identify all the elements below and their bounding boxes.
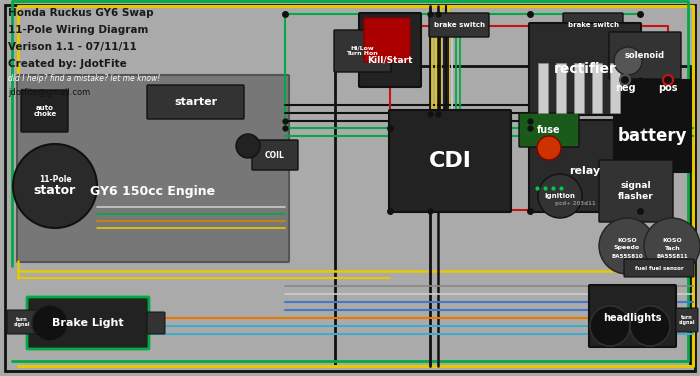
Text: ignition: ignition <box>545 193 575 199</box>
Text: pcd+ 203d11: pcd+ 203d11 <box>554 202 595 206</box>
Bar <box>574 63 584 113</box>
Text: brake switch: brake switch <box>568 22 619 28</box>
Text: CDI: CDI <box>428 151 471 171</box>
Text: Verison 1.1 - 07/11/11: Verison 1.1 - 07/11/11 <box>8 42 136 52</box>
FancyBboxPatch shape <box>389 110 511 212</box>
Bar <box>610 63 620 113</box>
Text: BA55S811: BA55S811 <box>656 253 688 259</box>
FancyBboxPatch shape <box>147 85 244 119</box>
Text: COIL: COIL <box>265 150 285 159</box>
Text: relay: relay <box>569 166 601 176</box>
FancyBboxPatch shape <box>27 297 149 349</box>
Circle shape <box>13 144 97 228</box>
Text: signal
flasher: signal flasher <box>618 181 654 201</box>
FancyBboxPatch shape <box>589 285 676 347</box>
Text: KOSO: KOSO <box>662 238 682 243</box>
FancyBboxPatch shape <box>364 18 410 62</box>
Text: turn
signal: turn signal <box>14 317 30 327</box>
FancyBboxPatch shape <box>519 113 579 147</box>
Circle shape <box>663 75 673 85</box>
Text: Speedo: Speedo <box>614 246 640 250</box>
Text: fuse: fuse <box>537 125 561 135</box>
Text: Brake Light: Brake Light <box>52 318 124 328</box>
Circle shape <box>614 47 642 75</box>
Text: neg: neg <box>615 83 636 93</box>
Text: fuel fuel sensor: fuel fuel sensor <box>635 265 683 270</box>
Text: rectifier: rectifier <box>554 62 617 76</box>
FancyBboxPatch shape <box>529 23 641 115</box>
Bar <box>556 63 566 113</box>
Text: starter: starter <box>174 97 218 107</box>
FancyBboxPatch shape <box>429 13 489 37</box>
Text: turn
signal: turn signal <box>679 315 695 325</box>
Text: BA55S810: BA55S810 <box>611 253 643 259</box>
Text: headlights: headlights <box>603 313 662 323</box>
FancyBboxPatch shape <box>529 120 641 212</box>
FancyBboxPatch shape <box>21 90 68 132</box>
Text: jdotfite@gmail.com: jdotfite@gmail.com <box>8 88 90 97</box>
FancyBboxPatch shape <box>609 32 681 79</box>
Text: solenoid: solenoid <box>625 52 665 61</box>
Text: GY6 150cc Engine: GY6 150cc Engine <box>90 185 216 197</box>
Text: battery: battery <box>617 127 687 145</box>
Circle shape <box>590 306 630 346</box>
FancyBboxPatch shape <box>17 75 289 262</box>
Text: Created by: JdotFite: Created by: JdotFite <box>8 59 127 69</box>
Circle shape <box>537 136 561 160</box>
Circle shape <box>630 306 670 346</box>
FancyBboxPatch shape <box>599 160 673 222</box>
FancyBboxPatch shape <box>676 308 698 332</box>
Text: auto
choke: auto choke <box>34 105 57 117</box>
FancyBboxPatch shape <box>359 13 421 87</box>
FancyBboxPatch shape <box>334 30 391 72</box>
FancyBboxPatch shape <box>7 310 37 334</box>
FancyBboxPatch shape <box>147 312 165 334</box>
Bar <box>335 66 690 366</box>
Circle shape <box>599 218 655 274</box>
FancyBboxPatch shape <box>614 80 691 172</box>
Text: 11-Pole Wiring Diagram: 11-Pole Wiring Diagram <box>8 25 148 35</box>
Text: KOSO: KOSO <box>617 238 637 243</box>
Text: stator: stator <box>34 185 76 197</box>
Text: Hi/Low
Turn Hon: Hi/Low Turn Hon <box>346 45 378 56</box>
Circle shape <box>538 174 582 218</box>
FancyBboxPatch shape <box>624 259 694 277</box>
FancyBboxPatch shape <box>252 140 298 170</box>
Circle shape <box>236 134 260 158</box>
Text: Honda Ruckus GY6 Swap: Honda Ruckus GY6 Swap <box>8 8 153 18</box>
Text: brake switch: brake switch <box>433 22 484 28</box>
Text: Kill/Start: Kill/Start <box>368 56 413 65</box>
Circle shape <box>620 75 630 85</box>
FancyBboxPatch shape <box>563 13 623 37</box>
Bar <box>592 63 602 113</box>
Text: 11-Pole: 11-Pole <box>38 174 71 183</box>
Circle shape <box>644 218 700 274</box>
Text: pos: pos <box>658 83 678 93</box>
Text: Tach: Tach <box>664 246 680 250</box>
Circle shape <box>32 305 68 341</box>
Bar <box>538 63 548 113</box>
Text: did I help? find a mistake? let me know!: did I help? find a mistake? let me know! <box>8 74 160 83</box>
